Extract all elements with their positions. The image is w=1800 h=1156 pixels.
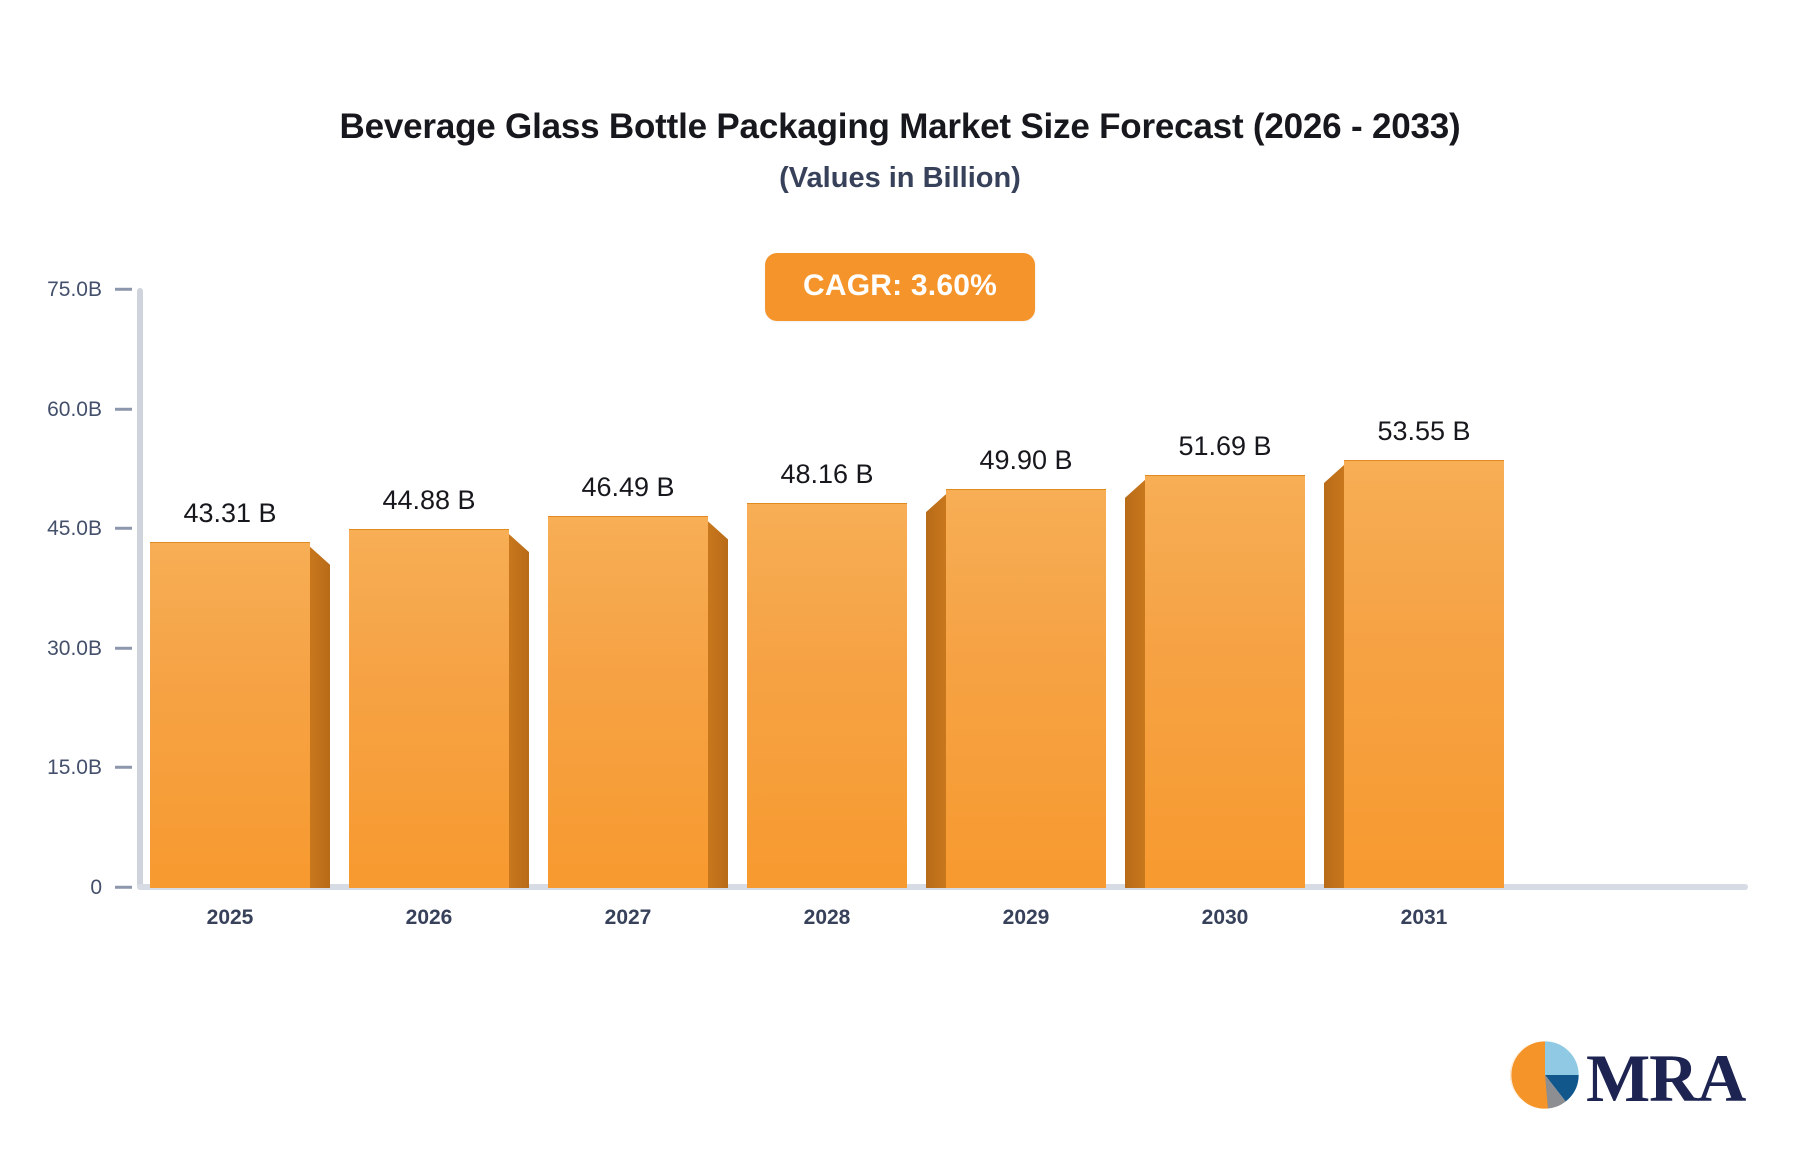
y-axis-tick: 15.0B [0,756,132,780]
y-axis-tick-mark [115,526,132,530]
x-axis-label-2026: 2026 [405,906,453,929]
bar-side-face-right [509,534,529,888]
bar-2025[interactable]: 43.31 B [150,498,330,888]
bar-front-face [1344,460,1504,888]
pie-chart-icon [1508,1038,1582,1117]
y-axis-tick-mark [115,287,132,291]
x-axis-label-2029: 2029 [1002,906,1050,929]
bar-side-face-right [310,546,330,888]
bar-side-face-right [708,521,728,888]
bar-value-label: 46.49 B [581,472,675,503]
y-axis-tick: 45.0B [0,517,132,541]
x-axis-label-2030: 2030 [1201,906,1249,929]
y-axis-tick-label: 75.0B [47,278,102,302]
y-axis-tick-mark [115,407,132,411]
bar-front-face [1145,474,1305,888]
y-axis-tick-label: 0 [90,876,102,900]
x-axis-label-2025: 2025 [206,906,254,929]
mra-logo: MRA [1508,1038,1746,1117]
y-axis-tick-label: 60.0B [47,397,102,421]
y-axis-tick-mark [115,766,132,770]
chart-subtitle: (Values in Billion) [779,161,1021,194]
cagr-badge: CAGR: 3.60% [765,253,1035,321]
bar-front-face [349,529,509,888]
bar-2030[interactable]: 51.69 B [1125,431,1305,888]
bar-side-face-left [926,494,946,888]
bar-value-label: 51.69 B [1178,430,1272,461]
bar-2029[interactable]: 49.90 B [926,445,1106,888]
y-axis-tick: 75.0B [0,278,132,302]
y-axis-tick-mark [115,646,132,650]
y-axis-tick: 60.0B [0,397,132,421]
bar-value-label: 44.88 B [382,485,476,516]
bar-front-face [150,541,310,888]
bar-value-label: 53.55 B [1377,416,1471,447]
bar-front-face [747,503,907,888]
x-axis-label-2031: 2031 [1400,906,1448,929]
x-axis-label-2028: 2028 [803,906,851,929]
bar-2028[interactable]: 48.16 B [747,459,907,888]
bar-2026[interactable]: 44.88 B [349,485,529,888]
bar-value-label: 43.31 B [183,497,277,528]
title-block: Beverage Glass Bottle Packaging Market S… [0,107,1800,194]
bar-2027[interactable]: 46.49 B [548,472,728,888]
y-axis-tick-label: 15.0B [47,756,102,780]
y-axis-tick-mark [115,885,132,889]
x-axis-label-2027: 2027 [604,906,652,929]
y-axis-tick: 0 [0,876,132,900]
bar-value-label: 48.16 B [780,459,874,490]
bar-value-label: 49.90 B [979,445,1073,476]
bar-2031[interactable]: 53.55 B [1324,416,1504,888]
bar-side-face-left [1125,479,1145,888]
bar-front-face [548,516,708,888]
bar-front-face [946,489,1106,888]
logo-text: MRA [1586,1039,1746,1116]
page-title: Beverage Glass Bottle Packaging Market S… [339,107,1461,146]
bar-side-face-left [1324,465,1344,888]
y-axis-tick: 30.0B [0,637,132,661]
y-axis-line [137,288,143,888]
y-axis-tick-label: 45.0B [47,517,102,541]
y-axis-tick-label: 30.0B [47,637,102,661]
